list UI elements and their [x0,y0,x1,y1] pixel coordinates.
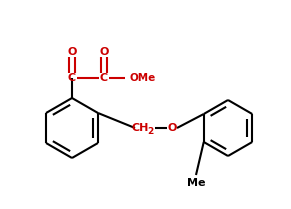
Text: O: O [67,47,77,57]
Text: Me: Me [187,178,205,188]
Text: C: C [100,73,108,83]
Text: O: O [99,47,109,57]
Text: OMe: OMe [130,73,156,83]
Text: C: C [68,73,76,83]
Text: CH: CH [131,123,149,133]
Text: 2: 2 [147,126,153,135]
Text: O: O [167,123,177,133]
